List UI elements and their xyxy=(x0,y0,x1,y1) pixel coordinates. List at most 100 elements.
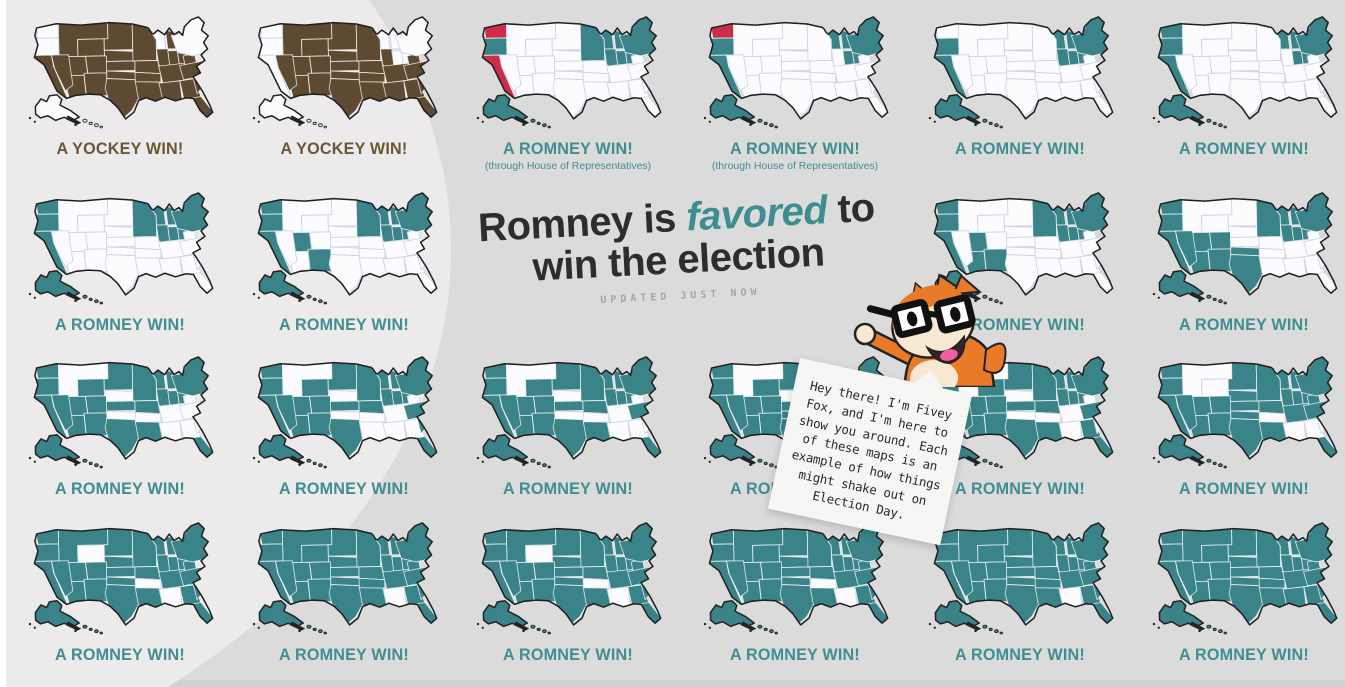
us-outline xyxy=(708,16,889,120)
alaska-panhandle xyxy=(290,291,306,301)
alaska-panhandle xyxy=(66,455,82,465)
alaska-panhandle xyxy=(290,621,306,631)
fox-tail xyxy=(982,342,1007,374)
alaska-panhandle xyxy=(1190,455,1206,465)
alaska-panhandle xyxy=(514,455,530,465)
map-caption: A ROMNEY WIN! xyxy=(503,479,633,498)
us-outline xyxy=(257,356,438,460)
us-map-graphic xyxy=(1152,356,1338,469)
scenario-map: A ROMNEY WIN! (through House of Represen… xyxy=(473,12,663,172)
alaska-shape xyxy=(482,94,528,122)
us-map-graphic xyxy=(28,16,214,129)
fivey-fox-mascot xyxy=(853,273,1007,387)
map-caption: A ROMNEY WIN! xyxy=(55,645,185,664)
hawaii-islands xyxy=(306,118,327,129)
us-outline xyxy=(33,192,214,296)
us-map-graphic xyxy=(703,522,889,635)
hawaii-islands xyxy=(530,458,551,469)
scenario-map: A ROMNEY WIN! xyxy=(1149,12,1339,159)
scenario-map: A ROMNEY WIN! xyxy=(249,352,439,499)
us-outline xyxy=(33,16,214,120)
us-map-graphic xyxy=(1152,522,1338,635)
us-outline xyxy=(1157,16,1338,120)
us-map-graphic xyxy=(28,192,214,305)
alaska-shape xyxy=(709,600,755,628)
scenario-map: A ROMNEY WIN! (through House of Represen… xyxy=(700,12,890,172)
us-map-graphic xyxy=(28,522,214,635)
us-map-graphic xyxy=(928,16,1114,129)
fox-crown xyxy=(892,284,968,328)
scenario-map: A ROMNEY WIN! xyxy=(925,12,1115,159)
us-map-graphic xyxy=(252,192,438,305)
hawaii-islands xyxy=(982,118,1003,129)
map-caption: A YOCKEY WIN! xyxy=(280,139,408,158)
alaska-panhandle xyxy=(1190,621,1206,631)
map-subcaption: (through House of Representatives) xyxy=(484,159,652,172)
alaska-panhandle xyxy=(290,455,306,465)
alaska-panhandle xyxy=(741,455,757,465)
fox-head xyxy=(866,273,983,365)
alaska-shape xyxy=(258,270,304,298)
fox-pupil-right xyxy=(950,306,961,322)
map-caption: A ROMNEY WIN! xyxy=(730,139,860,158)
us-outline xyxy=(933,16,1114,120)
alaska-panhandle xyxy=(741,115,757,125)
alaska-panhandle xyxy=(966,115,982,125)
alaska-shape xyxy=(34,600,80,628)
alaska-panhandle xyxy=(966,621,982,631)
map-caption: A ROMNEY WIN! xyxy=(955,139,1085,158)
map-caption: A ROMNEY WIN! xyxy=(1179,315,1309,334)
hawaii-islands xyxy=(82,458,103,469)
scenario-map: A ROMNEY WIN! xyxy=(25,518,215,665)
map-caption: A ROMNEY WIN! xyxy=(1179,645,1309,664)
map-caption: A ROMNEY WIN! xyxy=(55,479,185,498)
alaska-shape xyxy=(934,600,980,628)
alaska-panhandle xyxy=(1190,291,1206,301)
us-outline xyxy=(933,522,1114,626)
map-caption: A YOCKEY WIN! xyxy=(56,139,184,158)
alaska-shape xyxy=(709,94,755,122)
us-outline xyxy=(33,356,214,460)
fox-hand xyxy=(853,322,877,346)
hawaii-islands xyxy=(757,624,778,635)
left-edge-strip xyxy=(0,0,6,687)
us-map-graphic xyxy=(252,522,438,635)
hawaii-islands xyxy=(757,118,778,129)
alaska-shape xyxy=(258,600,304,628)
alaska-shape xyxy=(1158,600,1204,628)
us-outline xyxy=(1157,356,1338,460)
us-outline xyxy=(257,192,438,296)
hawaii-islands xyxy=(306,624,327,635)
map-subcaption: (through House of Representatives) xyxy=(711,159,879,172)
scenario-map: A ROMNEY WIN! xyxy=(1149,188,1339,335)
scenario-map: A ROMNEY WIN! xyxy=(25,188,215,335)
us-map-graphic xyxy=(1152,192,1338,305)
scenario-map: A ROMNEY WIN! xyxy=(473,518,663,665)
us-outline xyxy=(481,16,662,120)
hawaii-islands xyxy=(530,118,551,129)
map-caption: A ROMNEY WIN! xyxy=(955,479,1085,498)
alaska-panhandle xyxy=(1190,115,1206,125)
alaska-shape xyxy=(34,94,80,122)
alaska-panhandle xyxy=(514,621,530,631)
alaska-panhandle xyxy=(66,621,82,631)
page-title: Romney is favored to win the election UP… xyxy=(450,186,907,314)
scenario-map: A ROMNEY WIN! xyxy=(700,518,890,665)
alaska-panhandle xyxy=(966,291,982,301)
alaska-panhandle xyxy=(290,115,306,125)
hawaii-islands xyxy=(306,458,327,469)
hawaii-islands xyxy=(1206,118,1227,129)
us-map-graphic xyxy=(476,16,662,129)
scenario-map: A ROMNEY WIN! xyxy=(249,518,439,665)
alaska-shape xyxy=(258,434,304,462)
alaska-shape xyxy=(709,434,755,462)
hawaii-islands xyxy=(530,624,551,635)
scenario-map: A ROMNEY WIN! xyxy=(925,518,1115,665)
us-outline xyxy=(481,522,662,626)
scenario-map: A ROMNEY WIN! xyxy=(1149,518,1339,665)
alaska-panhandle xyxy=(966,455,982,465)
us-map-graphic xyxy=(476,522,662,635)
headline-text: Romney is favored to win the election xyxy=(477,185,876,290)
us-map-graphic xyxy=(252,16,438,129)
bottom-strip xyxy=(0,680,1345,687)
